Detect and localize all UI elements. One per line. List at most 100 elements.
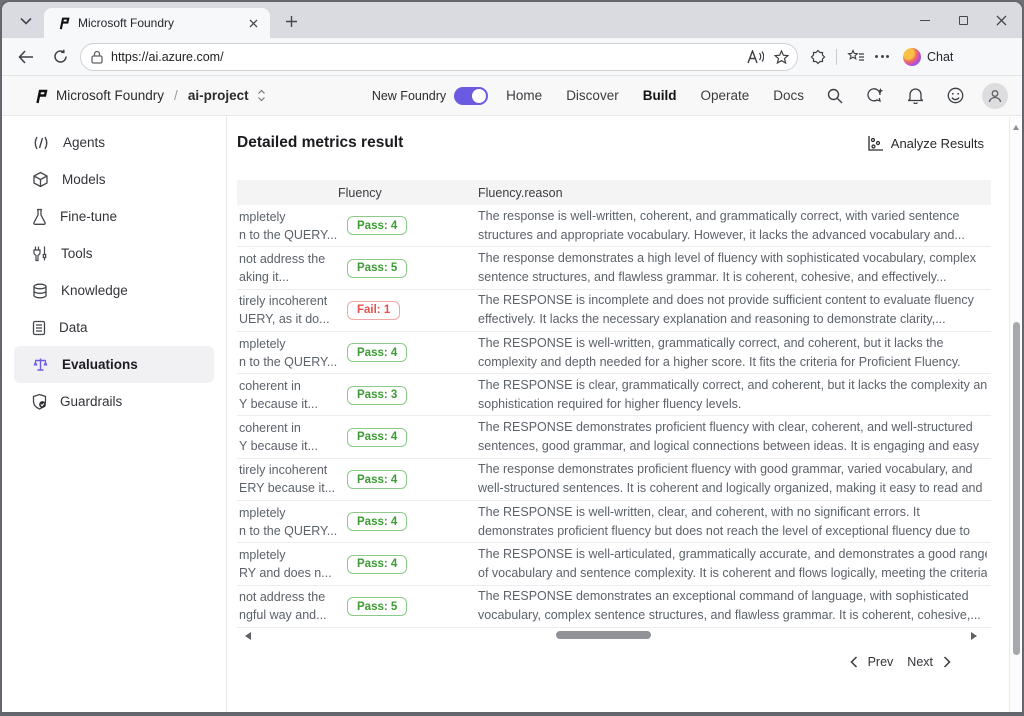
data-icon [32, 320, 46, 335]
reason-line1: The response is well-written, coherent, … [478, 208, 960, 223]
scroll-up-arrow[interactable] [1013, 125, 1019, 130]
sidebar-item-fine-tune[interactable]: Fine-tune [14, 198, 214, 235]
favorite-star-icon[interactable] [774, 49, 789, 64]
reason-line2: demonstrates proficient fluency but does… [478, 523, 970, 538]
input-fragment-line2: Y because it... [239, 396, 318, 411]
scroll-right-arrow[interactable] [971, 631, 977, 640]
reason-line1: The RESPONSE demonstrates an exceptional… [478, 589, 969, 604]
close-window-button[interactable] [986, 8, 1016, 32]
reason-line2: well-structured sentences. It is coheren… [478, 481, 983, 496]
analyze-results-label: Analyze Results [890, 135, 984, 151]
scatter-chart-icon [868, 135, 883, 151]
horizontal-scrollbar-thumb[interactable] [556, 630, 651, 639]
app-header: Microsoft Foundry / ai-project New Found… [2, 76, 1022, 116]
nav-home[interactable]: Home [506, 88, 543, 103]
table-row[interactable]: mpletely n to the QUERY... Pass: 4 The r… [237, 205, 991, 248]
fluency-cell: Pass: 5 [337, 258, 478, 278]
feedback-button[interactable] [942, 83, 968, 109]
reason-line1: The RESPONSE is clear, grammatically cor… [478, 377, 987, 392]
notifications-button[interactable] [902, 83, 928, 109]
search-button[interactable] [822, 83, 848, 109]
tab-close-icon[interactable] [244, 14, 262, 32]
foundry-favicon [59, 17, 70, 30]
read-aloud-icon[interactable] [747, 49, 764, 64]
table-row[interactable]: mpletely n to the QUERY... Pass: 4 The R… [237, 501, 991, 544]
input-fragment-line2: n to the QUERY... [239, 354, 337, 369]
input-cell: mpletely RY and does n... [237, 546, 337, 582]
input-fragment-line1: mpletely [239, 505, 286, 520]
refresh-button[interactable] [46, 43, 74, 71]
score-badge: Pass: 5 [347, 258, 408, 278]
sidebar-item-evaluations[interactable]: Evaluations [14, 346, 214, 383]
fluency-cell: Pass: 4 [337, 216, 478, 236]
sidebar-item-knowledge[interactable]: Knowledge [14, 272, 214, 309]
project-selector[interactable]: ai-project [187, 88, 249, 103]
reason-cell: The response demonstrates a high level o… [478, 249, 991, 287]
prev-page-button[interactable]: Prev [850, 654, 894, 669]
url-text[interactable]: https://ai.azure.com/ [111, 49, 224, 64]
next-page-button[interactable]: Next [907, 655, 951, 669]
input-fragment-line1: tirely incoherent [239, 463, 328, 478]
input-fragment-line1: mpletely [239, 548, 286, 563]
copilot-assistant-button[interactable] [862, 83, 888, 109]
sidebar-item-agents[interactable]: Agents [14, 124, 214, 161]
tab-title: Microsoft Foundry [78, 16, 175, 30]
input-cell: tirely incoherent UERY, as it do... [237, 292, 337, 328]
fluency-cell: Pass: 3 [337, 385, 478, 405]
models-icon [33, 171, 48, 188]
table-row[interactable]: mpletely n to the QUERY... Pass: 4 The R… [237, 332, 991, 375]
copilot-chat-button[interactable]: Chat [895, 45, 961, 69]
table-row[interactable]: coherent in Y because it... Pass: 4 The … [237, 416, 991, 459]
column-header-fluency-reason: Fluency.reason [478, 185, 563, 200]
sidebar-item-guardrails[interactable]: Guardrails [14, 383, 214, 420]
project-switch-icon[interactable] [257, 89, 266, 102]
tab-search-button[interactable] [12, 8, 40, 34]
table-row[interactable]: tirely incoherent UERY, as it do... Fail… [237, 290, 991, 332]
new-foundry-toggle[interactable] [454, 86, 489, 105]
browser-tab[interactable]: Microsoft Foundry [44, 8, 270, 38]
table-row[interactable]: not address the aking it... Pass: 5 The … [237, 247, 991, 290]
browser-essentials-icon[interactable] [810, 49, 826, 65]
scroll-left-arrow[interactable] [245, 631, 251, 640]
prev-label: Prev [867, 654, 894, 669]
browser-toolbar: https://ai.azure.com/ Chat [2, 38, 1022, 76]
brand-name[interactable]: Microsoft Foundry [56, 88, 165, 103]
sidebar-item-tools[interactable]: Tools [14, 235, 214, 272]
sidebar-label-evaluations: Evaluations [62, 357, 138, 372]
app-nav: Home Discover Build Operate Docs [506, 88, 804, 103]
close-icon [996, 15, 1006, 25]
back-button[interactable] [12, 43, 40, 71]
vertical-scrollbar-thumb[interactable] [1013, 322, 1020, 655]
table-row[interactable]: mpletely RY and does n... Pass: 4 The RE… [237, 543, 991, 586]
score-badge: Pass: 3 [347, 385, 408, 405]
new-tab-button[interactable] [278, 8, 304, 34]
score-badge: Fail: 1 [347, 300, 401, 320]
input-fragment-line2: ngful way and... [239, 608, 327, 623]
collections-icon[interactable] [847, 49, 865, 64]
reason-line2: complexity and depth needed for a higher… [478, 354, 961, 369]
minimize-button[interactable] [910, 8, 940, 32]
nav-docs[interactable]: Docs [773, 88, 804, 103]
table-row[interactable]: tirely incoherent ERY because it... Pass… [237, 459, 991, 502]
brand-breadcrumb: Microsoft Foundry / ai-project [32, 88, 266, 104]
sidebar-item-models[interactable]: Models [14, 161, 214, 198]
account-button[interactable] [982, 82, 1008, 109]
nav-build[interactable]: Build [642, 88, 677, 103]
reason-cell: The RESPONSE is well-articulated, gramma… [478, 545, 991, 583]
table-row[interactable]: coherent in Y because it... Pass: 3 The … [237, 374, 991, 417]
analyze-results-button[interactable]: Analyze Results [867, 135, 984, 152]
table-row[interactable]: not address the ngful way and... Pass: 5… [237, 586, 991, 628]
input-fragment-line2: UERY, as it do... [239, 312, 330, 327]
score-badge: Pass: 4 [347, 512, 408, 532]
breadcrumb-separator: / [174, 88, 178, 103]
sidebar-item-data[interactable]: Data [14, 309, 214, 346]
maximize-button[interactable] [948, 8, 978, 32]
evaluations-icon [33, 358, 48, 371]
bell-icon [907, 88, 923, 104]
nav-operate[interactable]: Operate [700, 88, 750, 103]
nav-discover[interactable]: Discover [566, 88, 619, 103]
reason-line2: effectively. It lacks the necessary expl… [478, 312, 946, 327]
settings-menu-icon[interactable] [875, 55, 889, 58]
address-bar[interactable]: https://ai.azure.com/ [80, 42, 798, 71]
score-badge: Pass: 4 [347, 554, 408, 574]
